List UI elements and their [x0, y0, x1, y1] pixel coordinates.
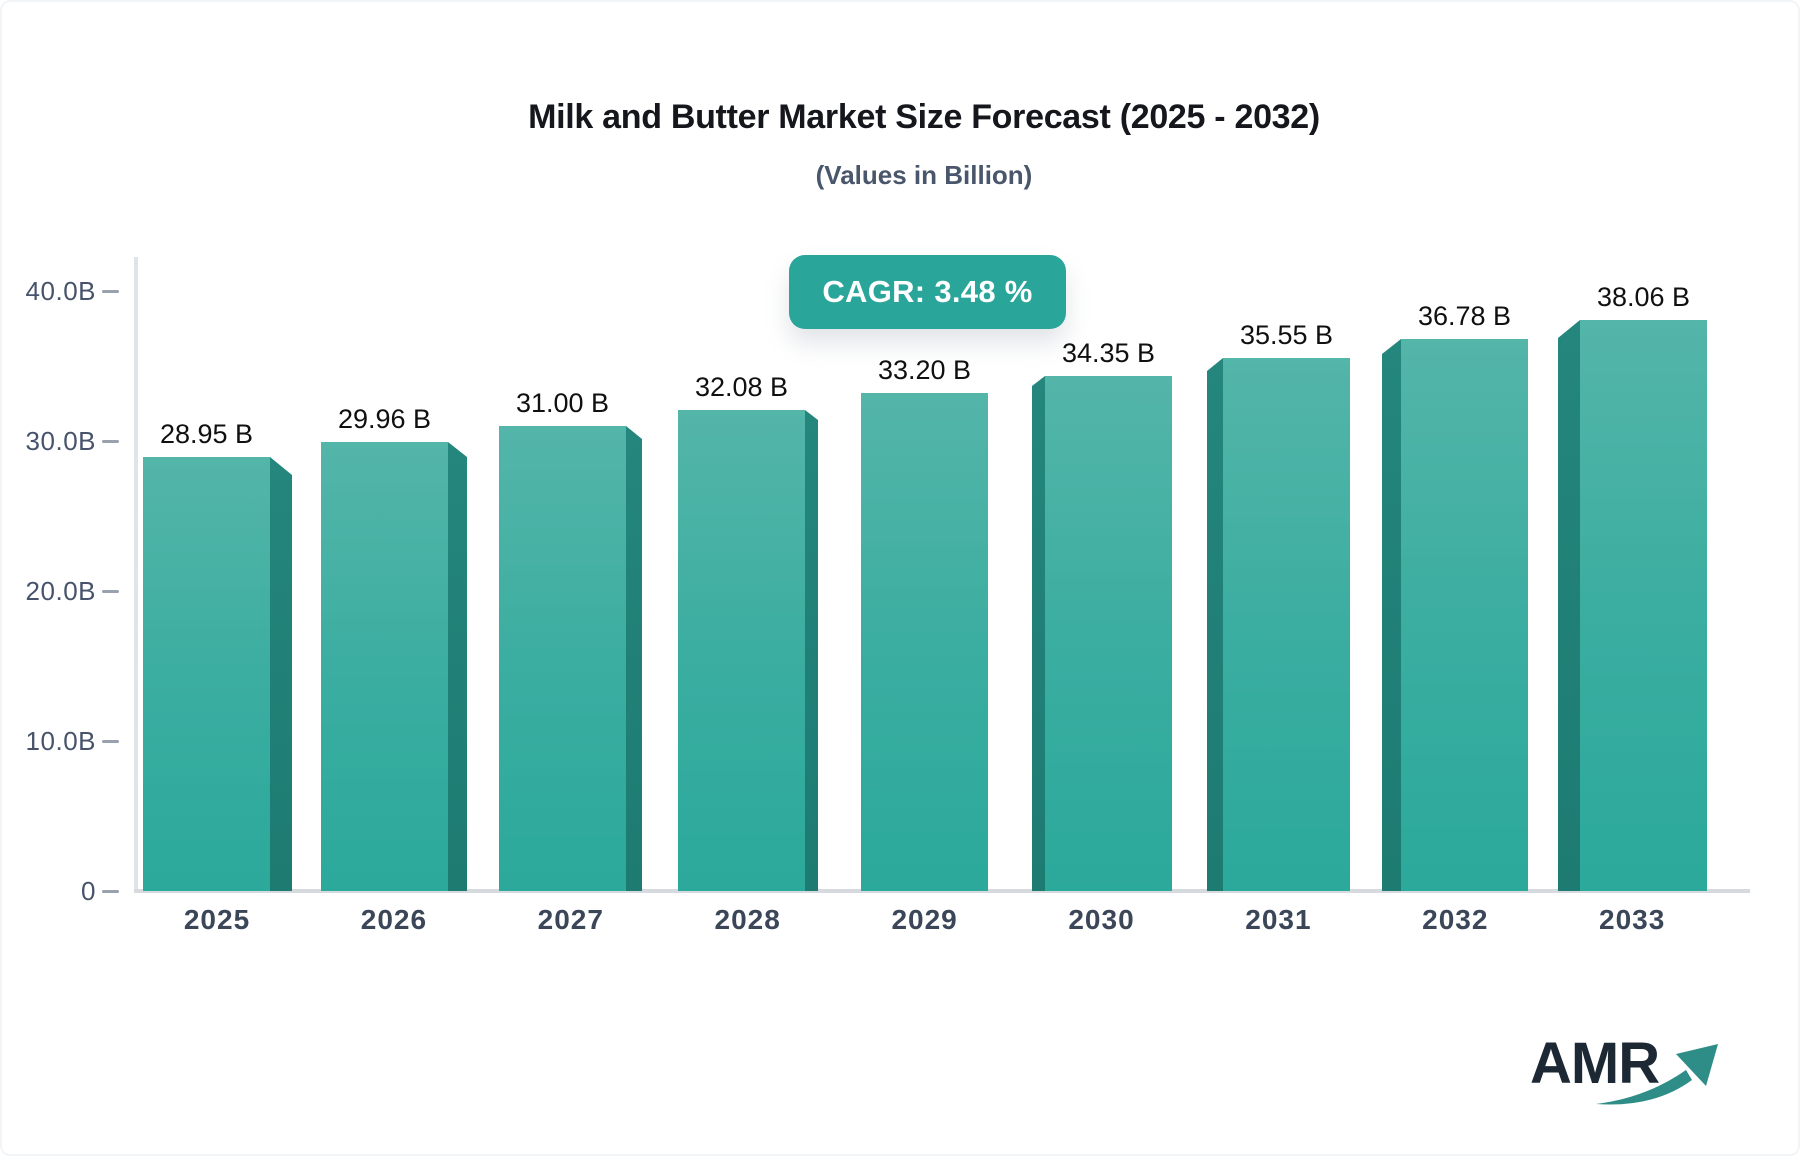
bar-side-2026 [448, 442, 467, 891]
bar-2031 [1223, 358, 1350, 891]
y-tick-label: 10.0B [25, 726, 96, 756]
bar-2029 [861, 393, 988, 891]
bar-side-2027 [626, 426, 642, 891]
x-tick-label: 2030 [1068, 904, 1135, 935]
bar-side-2025 [270, 457, 292, 891]
y-tick-mark [102, 740, 119, 743]
bar-side-2028 [805, 410, 818, 891]
bar-2030 [1045, 376, 1172, 891]
amr-logo-text: AMR [1530, 1031, 1660, 1096]
amr-logo: AMR [1530, 1034, 1730, 1124]
y-tick-mark [102, 890, 119, 893]
x-tick-label: 2029 [891, 904, 958, 935]
bar-value-label: 32.08 B [694, 372, 789, 402]
y-tick-label: 40.0B [25, 276, 96, 306]
y-tick-mark [102, 590, 119, 593]
x-axis-line [134, 889, 1750, 893]
bar-value-label: 38.06 B [1596, 282, 1691, 312]
x-tick-label: 2028 [714, 904, 781, 935]
y-tick-label: 20.0B [25, 576, 96, 606]
bar-value-label: 34.35 B [1061, 338, 1156, 368]
bar-side-2033 [1558, 320, 1580, 891]
y-tick-mark [102, 440, 119, 443]
cagr-badge: CAGR: 3.48 % [789, 255, 1066, 329]
bar-value-label: 35.55 B [1239, 320, 1334, 350]
chart-subtitle: (Values in Billion) [815, 160, 1033, 190]
bar-side-2030 [1032, 376, 1045, 891]
bar-side-2031 [1207, 358, 1223, 891]
bar-2033 [1580, 320, 1707, 891]
x-tick-label: 2026 [360, 904, 428, 935]
y-tick-mark [102, 290, 119, 293]
bar-2032 [1401, 339, 1528, 891]
y-tick-label: 30.0B [25, 426, 96, 456]
bar-2025 [143, 457, 270, 891]
bar-value-label: 31.00 B [515, 388, 610, 418]
bar-2028 [678, 410, 805, 891]
bar-value-label: 28.95 B [159, 419, 254, 449]
bar-value-label: 36.78 B [1417, 301, 1512, 331]
growth-arrow-icon [1596, 1044, 1718, 1105]
x-tick-label: 2032 [1422, 904, 1489, 935]
x-tick-label: 2031 [1245, 904, 1312, 935]
x-tick-label: 2027 [537, 904, 604, 935]
bar-2026 [321, 442, 448, 891]
y-tick-label: 0 [81, 876, 96, 906]
cagr-badge-label: CAGR: 3.48 % [822, 274, 1033, 309]
x-tick-label: 2025 [183, 904, 251, 935]
bar-value-label: 33.20 B [877, 355, 972, 385]
bar-2027 [499, 426, 626, 891]
x-tick-label: 2033 [1599, 904, 1666, 935]
bar-side-2032 [1382, 339, 1401, 891]
bar-value-label: 29.96 B [337, 404, 432, 434]
y-axis-line [134, 257, 138, 893]
chart-title: Milk and Butter Market Size Forecast (20… [528, 98, 1320, 136]
